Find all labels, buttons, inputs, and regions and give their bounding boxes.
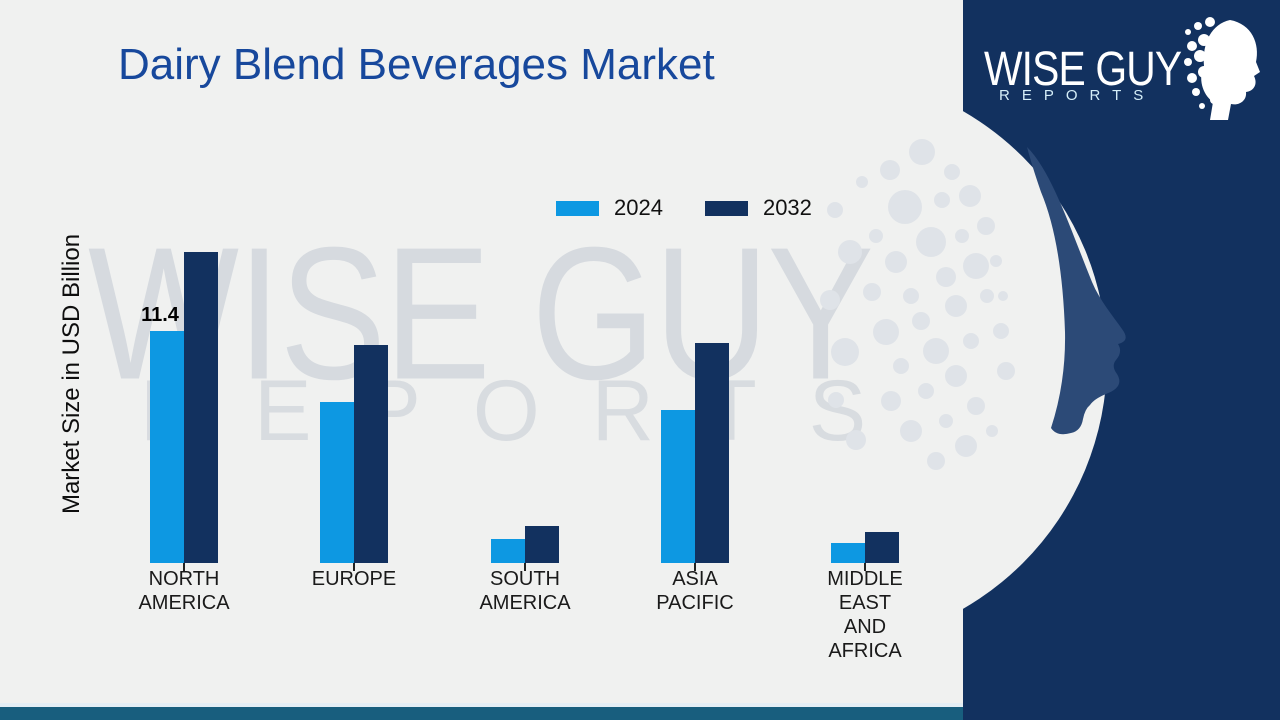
bar-2024-1: [320, 402, 354, 563]
legend-swatch-2032: [704, 200, 748, 216]
bar-2032-4: [865, 532, 899, 563]
bar-2024-0: [150, 331, 184, 563]
category-label: ASIA PACIFIC: [656, 568, 734, 614]
bar-2024-2: [491, 539, 525, 563]
face-silhouette: [1027, 147, 1126, 435]
bar-2032-0: [184, 252, 218, 563]
brand-wordmark: WISE GUY: [984, 43, 1182, 96]
footer-accent-line: [0, 703, 963, 707]
brand-logo: WISE GUY REPORTS: [960, 0, 1280, 150]
brand-face-icon: [1184, 17, 1260, 120]
legend-swatch-2024: [556, 200, 599, 216]
category-label: SOUTH AMERICA: [479, 568, 571, 614]
axis-tick: [864, 563, 866, 571]
legend-item-2024: 2024: [556, 195, 663, 221]
legend-label-2024: 2024: [614, 195, 663, 220]
bar-2024-4: [831, 543, 865, 563]
legend: 2024 2032: [556, 195, 812, 221]
axis-tick: [183, 563, 185, 571]
category-label: EUROPE: [311, 568, 397, 590]
brain-dots: [820, 139, 1015, 470]
footer-bar: [0, 707, 963, 720]
page-title: Dairy Blend Beverages Market: [118, 40, 715, 89]
right-decoration: [820, 0, 1280, 720]
y-axis-label: Market Size in USD Billion: [58, 233, 85, 515]
axis-tick: [524, 563, 526, 571]
category-label: NORTH AMERICA: [138, 568, 230, 614]
brand-subtitle: REPORTS: [999, 87, 1156, 104]
bar-value-label: 11.4: [141, 304, 179, 326]
axis-tick: [694, 563, 696, 571]
bar-2024-3: [661, 410, 695, 563]
bar-2032-1: [354, 345, 388, 563]
category-label: MIDDLE EAST AND AFRICA: [827, 568, 903, 662]
bar-2032-2: [525, 526, 559, 563]
legend-item-2032: 2032: [704, 195, 812, 221]
brand-face-shapes: [1184, 17, 1260, 120]
bar-2032-3: [695, 343, 729, 563]
legend-label-2032: 2032: [762, 195, 812, 220]
axis-tick: [353, 563, 355, 571]
